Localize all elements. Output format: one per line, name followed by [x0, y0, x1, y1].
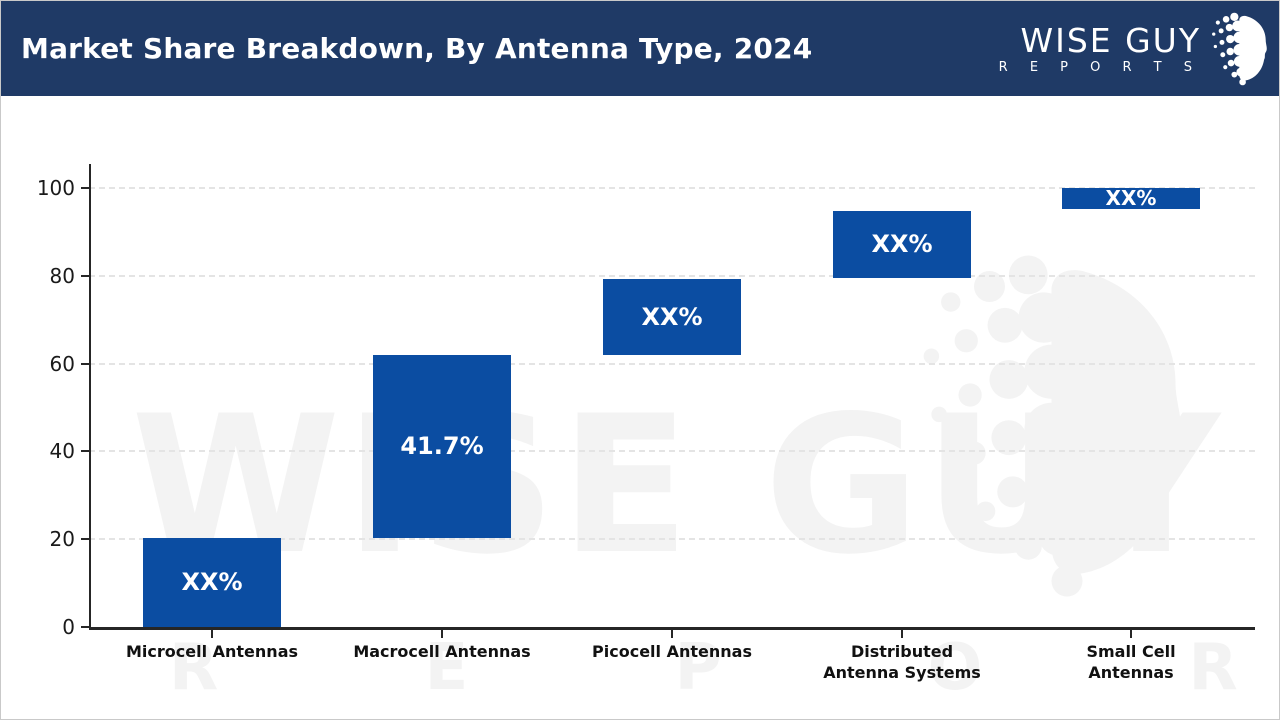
wiseguy-logo-text: WISE GUY R E P O R T S	[993, 20, 1201, 75]
gridline-100	[89, 187, 1255, 189]
bar-value-label: XX%	[181, 568, 243, 597]
y-tick-label-80: 80	[49, 263, 75, 288]
bar-distributed-antenna-systems: XX%	[833, 210, 971, 278]
category-label-small-cell-antennas: Small Cell Antennas	[1086, 642, 1176, 682]
gridline-40	[89, 450, 1255, 453]
y-axis-line	[89, 164, 91, 629]
y-tick-100	[81, 187, 89, 189]
gridline-20	[89, 538, 1255, 541]
x-tick-2	[671, 630, 673, 638]
y-tick-20	[81, 538, 89, 541]
x-tick-1	[441, 630, 443, 638]
y-tick-0	[81, 626, 89, 628]
y-tick-80	[81, 274, 89, 277]
x-tick-4	[1130, 630, 1132, 638]
y-tick-40	[81, 450, 89, 453]
header-band: Market Share Breakdown, By Antenna Type,…	[1, 1, 1279, 96]
wiseguy-head-icon	[1212, 12, 1267, 86]
bar-microcell-antennas: XX%	[143, 537, 281, 627]
gridline-80	[89, 274, 1255, 277]
y-tick-label-60: 60	[49, 351, 75, 376]
bar-value-label: XX%	[641, 302, 703, 331]
x-axis-line	[89, 627, 1255, 630]
x-tick-3	[901, 630, 903, 638]
x-tick-0	[211, 630, 213, 638]
gridline-60	[89, 362, 1255, 365]
wiseguy-logo-subtitle: R E P O R T S	[998, 59, 1201, 75]
bar-picocell-antennas: XX%	[603, 278, 741, 355]
watermark-wordmark: WISE GUY	[131, 375, 1224, 596]
y-tick-60	[81, 362, 89, 365]
bar-small-cell-antennas: XX%	[1062, 186, 1200, 211]
bar-value-label: XX%	[1105, 186, 1157, 211]
y-tick-label-100: 100	[36, 176, 75, 200]
chart-title: Market Share Breakdown, By Antenna Type,…	[21, 32, 813, 65]
y-tick-label-40: 40	[49, 439, 75, 464]
category-label-macrocell-antennas: Macrocell Antennas	[353, 642, 531, 661]
wiseguy-logo: WISE GUY R E P O R T S	[993, 7, 1269, 91]
y-tick-label-20: 20	[49, 527, 75, 552]
wiseguy-logo-wordmark: WISE GUY	[1020, 20, 1201, 60]
category-label-microcell-antennas: Microcell Antennas	[125, 642, 299, 661]
category-label-picocell-antennas: Picocell Antennas	[592, 642, 752, 661]
y-tick-label-0: 0	[62, 615, 75, 639]
bar-value-label: XX%	[871, 230, 933, 259]
bar-macrocell-antennas: 41.7%	[373, 354, 511, 538]
category-label-distributed-antenna-systems: Distributed Antenna Systems	[823, 642, 981, 682]
plot-area: WISE GUY R E P O R T S 020406080100XX%41…	[1, 96, 1279, 719]
bar-value-label: 41.7%	[400, 432, 484, 461]
